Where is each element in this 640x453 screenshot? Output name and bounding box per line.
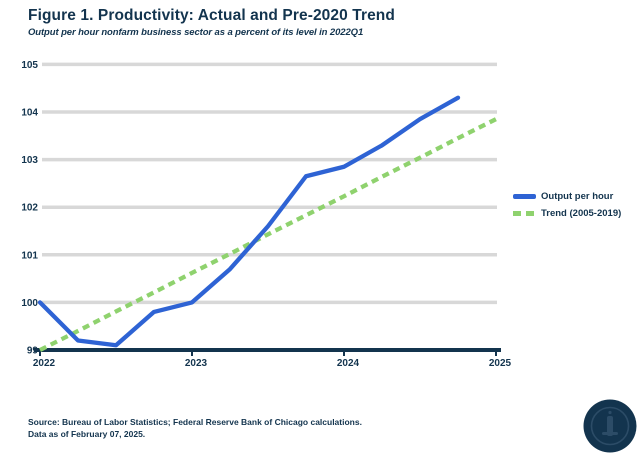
y-axis-tick-label: 105 [21, 60, 38, 71]
series-line-output-per-hour [37, 95, 461, 348]
y-axis-tick-label: 103 [21, 155, 38, 166]
figure-title: Figure 1. Productivity: Actual and Pre-2… [28, 7, 395, 24]
y-axis-tick-label: 104 [21, 108, 38, 119]
y-axis-tick-label: 100 [21, 298, 38, 309]
data-as-of-note: Data as of February 07, 2025. [28, 429, 146, 439]
legend-label-output-per-hour: Output per hour [541, 191, 614, 202]
figure-subtitle: Output per hour nonfarm business sector … [28, 27, 363, 38]
x-axis-tick-label: 2022 [33, 358, 56, 369]
dashed-line-swatch-icon [513, 211, 536, 216]
subtitle-text: Output per hour nonfarm business sector … [28, 27, 330, 38]
y-axis-tick-label: 102 [21, 203, 38, 214]
legend-item-trend: Trend (2005-2019) [513, 208, 621, 219]
legend-label-trend: Trend (2005-2019) [541, 208, 622, 219]
x-axis-tick-label: 2023 [185, 358, 208, 369]
solid-line-swatch-icon [513, 194, 536, 199]
subtitle-baseline-period: 2022Q1 [329, 27, 364, 38]
y-axis-tick-label: 101 [21, 250, 38, 261]
source-note: Source: Bureau of Labor Statistics; Fede… [28, 417, 362, 427]
y-axis-tick-label: 99 [27, 346, 39, 357]
legend-item-output-per-hour: Output per hour [513, 191, 621, 202]
series-line-trend-2005-2019- [39, 117, 497, 352]
chicago-fed-seal-logo [583, 399, 637, 453]
x-axis-tick-label: 2024 [337, 358, 360, 369]
chart-legend: Output per hour Trend (2005-2019) [513, 191, 621, 225]
x-axis-tick-label: 2025 [489, 358, 512, 369]
